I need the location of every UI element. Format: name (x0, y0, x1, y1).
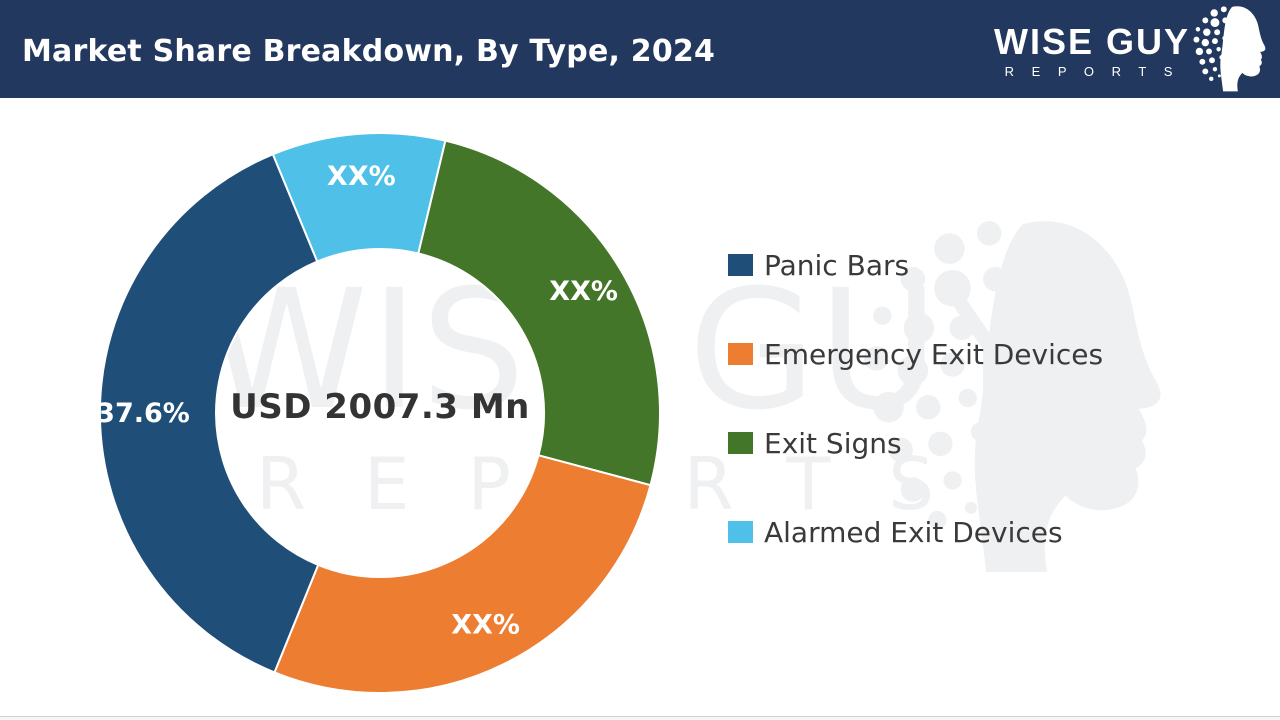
legend-label: Emergency Exit Devices (764, 337, 1104, 371)
page-title: Market Share Breakdown, By Type, 2024 (22, 34, 716, 69)
legend-swatch (728, 254, 753, 276)
legend-label: Panic Bars (764, 248, 910, 282)
bottom-strip (0, 717, 1280, 720)
logo-wordmark-line1: WISE GUY (993, 21, 1190, 62)
donut-center-label: USD 2007.3 Mn (230, 387, 530, 427)
donut-slice-exit-signs (417, 139, 661, 487)
logo-wordmark-line2: R E P O R T S (1004, 64, 1180, 79)
logo-face-icon (1193, 6, 1266, 92)
slice-label: XX% (549, 276, 618, 307)
header: Market Share Breakdown, By Type, 2024 WI… (0, 0, 1280, 98)
legend-swatch (728, 432, 753, 454)
legend-item-alarmed-exit-devices: Alarmed Exit Devices (728, 515, 1103, 549)
slice-label: XX% (327, 161, 396, 192)
slice-label: XX% (451, 610, 520, 641)
legend-item-exit-signs: Exit Signs (728, 426, 1103, 460)
donut-slice-emergency-exit-devices (273, 454, 652, 695)
legend-item-panic-bars: Panic Bars (728, 248, 1103, 282)
legend-label: Alarmed Exit Devices (764, 515, 1063, 549)
legend-swatch (728, 521, 753, 543)
logo-wordmark: WISE GUY R E P O R T S (993, 21, 1190, 80)
slice-label: 37.6% (96, 398, 190, 429)
legend-label: Exit Signs (764, 426, 902, 460)
legend-swatch (728, 343, 753, 365)
wise-guy-reports-logo: WISE GUY R E P O R T S (994, 4, 1266, 93)
donut-slice-panic-bars (98, 152, 320, 674)
bottom-divider (0, 716, 1280, 717)
legend: Panic Bars Emergency Exit Devices Exit Sig… (728, 248, 1104, 606)
legend-item-emergency-exit-devices: Emergency Exit Devices (728, 337, 1104, 371)
